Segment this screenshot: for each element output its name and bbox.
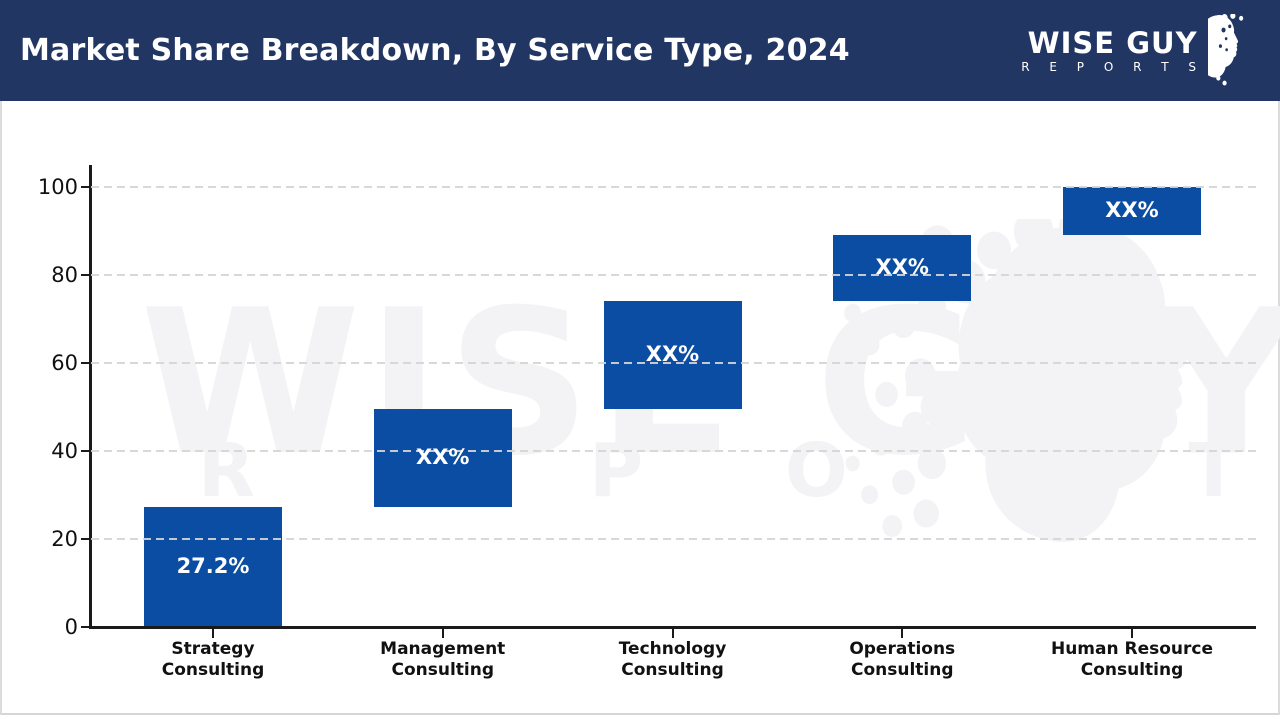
x-category-label-4: Operations Consulting [849,639,956,680]
x-tick-mark-1 [212,629,214,638]
chart-title: Market Share Breakdown, By Service Type,… [20,33,850,68]
y-axis-line [89,165,92,628]
x-axis-line [89,626,1256,629]
header: Market Share Breakdown, By Service Type,… [0,0,1280,101]
y-tick-mark-40 [81,450,90,452]
y-tick-mark-20 [81,538,90,540]
x-tick-mark-5 [1131,629,1133,638]
logo-subtext: R E P O R T S [1021,60,1204,74]
x-tick-mark-4 [901,629,904,638]
y-tick-label-20: 20 [51,527,78,551]
bar-3 [603,300,742,409]
y-tick-mark-100 [81,186,90,188]
bar-4 [833,234,972,301]
y-tick-mark-60 [81,362,90,364]
bar-2 [373,408,512,508]
x-tick-mark-2 [441,629,444,638]
logo-wordmark: WISE GUY [1027,26,1198,60]
bar-value-label-2: XX% [416,445,470,470]
chart-area: WISE GUY R E P O R T S 02040608010027.2%… [0,101,1280,715]
y-tick-mark-80 [81,274,90,276]
x-tick-mark-3 [671,629,674,638]
y-tick-label-60: 60 [51,351,78,375]
bar-value-label-4: XX% [875,254,929,279]
y-tick-mark-0 [81,626,90,628]
y-tick-label-80: 80 [51,263,78,287]
bar-value-label-3: XX% [645,341,700,366]
gridline-80 [91,274,1259,276]
y-tick-label-0: 0 [64,615,78,639]
bar-value-label-1: 27.2% [176,554,250,579]
x-category-label-2: Management Consulting [380,639,506,680]
gridline-40 [91,450,1259,452]
logo-text: WISE GUY R E P O R T S [1021,27,1204,74]
bar-1 [144,507,282,627]
logo: WISE GUY R E P O R T S [1021,0,1266,101]
y-tick-label-40: 40 [51,439,78,463]
x-category-label-5: Human Resource Consulting [1050,639,1214,680]
bar-5 [1063,187,1201,235]
gridline-20 [91,538,1259,540]
logo-face-icon [1208,13,1244,86]
bar-value-label-5: XX% [1105,197,1159,222]
gridline-100 [91,186,1259,188]
x-category-label-3: Technology Consulting [618,639,727,680]
x-category-label-1: Strategy Consulting [161,639,265,680]
y-tick-label-100: 100 [37,175,78,199]
gridline-60 [91,362,1259,364]
